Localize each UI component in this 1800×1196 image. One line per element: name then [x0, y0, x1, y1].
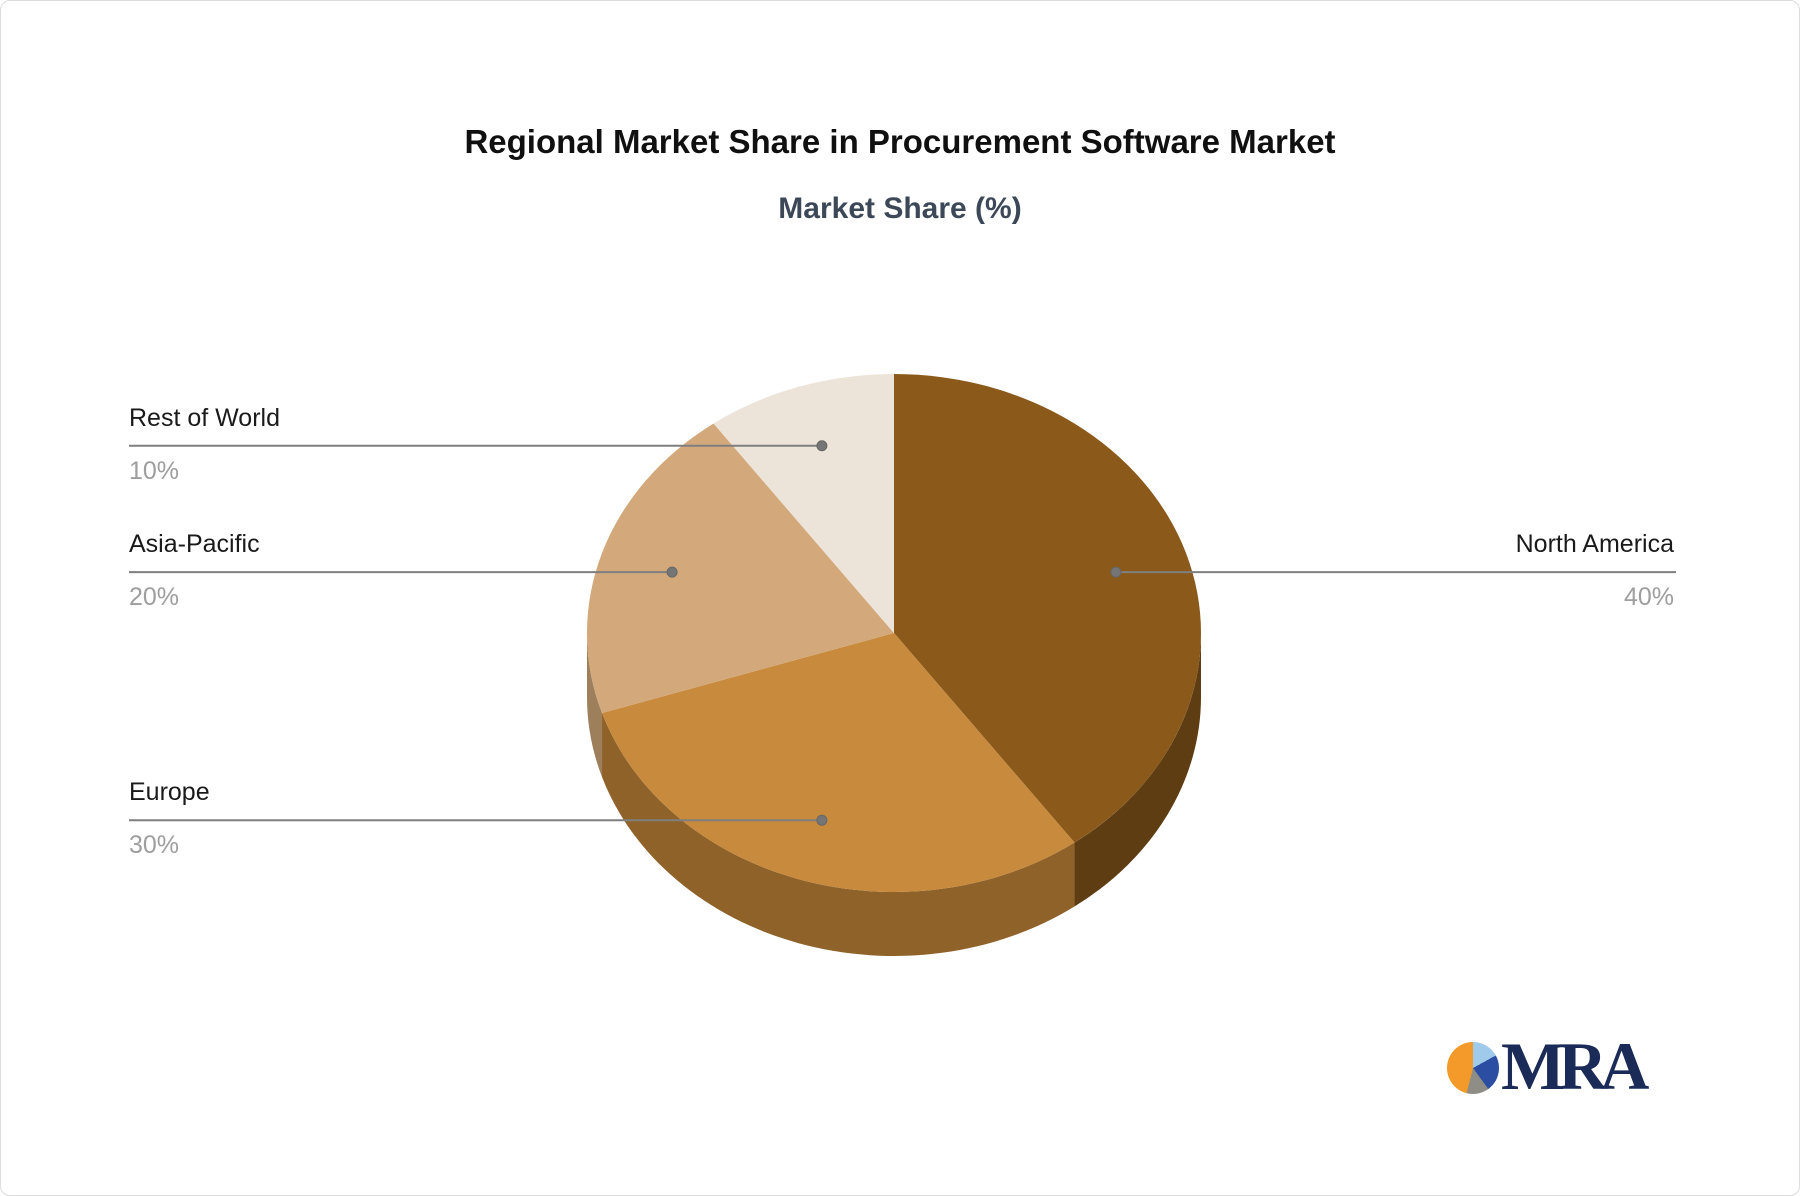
slice-percent: 30%: [129, 831, 180, 860]
slice-label: Europe: [129, 778, 210, 807]
slice-percent: 10%: [129, 456, 180, 485]
chart-subtitle: Market Share (%): [778, 192, 1022, 225]
slice-percent: 20%: [129, 583, 180, 612]
mra-logo: MRA: [1447, 1028, 1649, 1104]
slice-label: Rest of World: [129, 403, 280, 432]
mra-logo-pie-icon: [1447, 1042, 1499, 1094]
slice-label: North America: [1515, 530, 1674, 559]
chart-title: Regional Market Share in Procurement Sof…: [464, 123, 1336, 160]
slice-percent: 40%: [1623, 583, 1674, 612]
mra-logo-text: MRA: [1501, 1028, 1649, 1104]
slice-label: Asia-Pacific: [129, 530, 260, 559]
